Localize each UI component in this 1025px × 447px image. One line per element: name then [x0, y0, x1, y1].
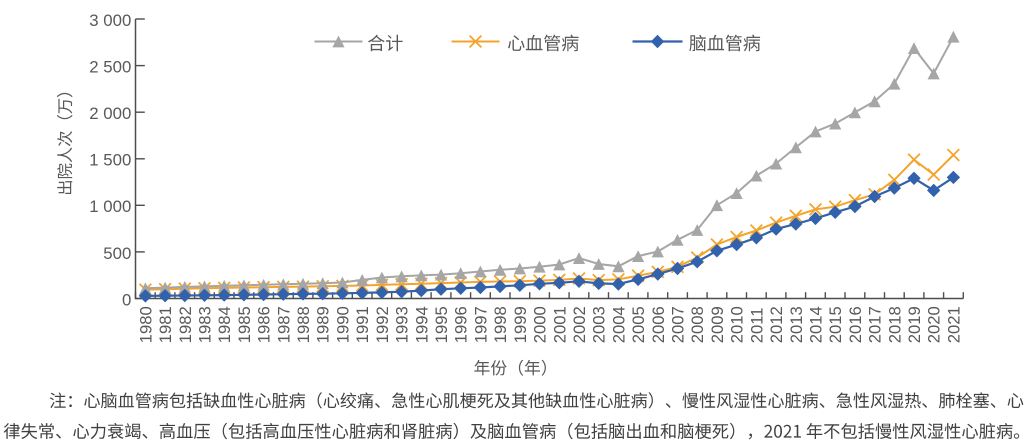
svg-text:1 500: 1 500 — [89, 151, 131, 170]
svg-text:1984: 1984 — [215, 306, 234, 343]
svg-text:2020: 2020 — [925, 306, 944, 343]
svg-text:1994: 1994 — [412, 306, 431, 343]
svg-text:2015: 2015 — [826, 306, 845, 343]
svg-text:2006: 2006 — [649, 306, 668, 343]
svg-text:2 500: 2 500 — [89, 58, 131, 77]
svg-text:2016: 2016 — [846, 306, 865, 343]
svg-text:1986: 1986 — [255, 306, 274, 343]
svg-text:1992: 1992 — [373, 306, 392, 343]
svg-text:2007: 2007 — [669, 306, 688, 343]
svg-text:2019: 2019 — [905, 306, 924, 343]
svg-text:1981: 1981 — [156, 306, 175, 343]
svg-text:1983: 1983 — [196, 306, 215, 343]
svg-text:3 000: 3 000 — [89, 11, 131, 30]
svg-text:2011: 2011 — [747, 308, 766, 344]
svg-text:2005: 2005 — [629, 306, 648, 343]
svg-text:1985: 1985 — [235, 306, 254, 343]
svg-text:2000: 2000 — [531, 306, 550, 343]
svg-text:0: 0 — [122, 290, 131, 309]
svg-text:1987: 1987 — [274, 306, 293, 343]
svg-text:1 000: 1 000 — [89, 197, 131, 216]
svg-text:1997: 1997 — [471, 306, 490, 343]
svg-text:1989: 1989 — [314, 306, 333, 343]
svg-text:2 000: 2 000 — [89, 104, 131, 123]
svg-text:1980: 1980 — [136, 306, 155, 343]
svg-text:1982: 1982 — [176, 306, 195, 343]
svg-text:1999: 1999 — [511, 306, 530, 343]
svg-text:2021: 2021 — [944, 306, 963, 343]
svg-text:2002: 2002 — [570, 306, 589, 343]
svg-text:2012: 2012 — [767, 306, 786, 343]
svg-text:2001: 2001 — [550, 306, 569, 343]
svg-text:2014: 2014 — [807, 306, 826, 343]
svg-text:1996: 1996 — [452, 306, 471, 343]
svg-text:2003: 2003 — [590, 306, 609, 343]
svg-text:500: 500 — [103, 244, 131, 263]
svg-text:1998: 1998 — [491, 306, 510, 343]
svg-text:1991: 1991 — [353, 306, 372, 343]
svg-text:2004: 2004 — [609, 306, 628, 343]
svg-text:1993: 1993 — [393, 306, 412, 343]
svg-text:2017: 2017 — [866, 306, 885, 343]
svg-text:2010: 2010 — [728, 306, 747, 343]
svg-text:1988: 1988 — [294, 306, 313, 343]
svg-text:2008: 2008 — [688, 306, 707, 343]
svg-text:1990: 1990 — [333, 306, 352, 343]
svg-text:2009: 2009 — [708, 306, 727, 343]
svg-text:2013: 2013 — [787, 306, 806, 343]
svg-text:1995: 1995 — [432, 306, 451, 343]
svg-text:2018: 2018 — [885, 306, 904, 343]
